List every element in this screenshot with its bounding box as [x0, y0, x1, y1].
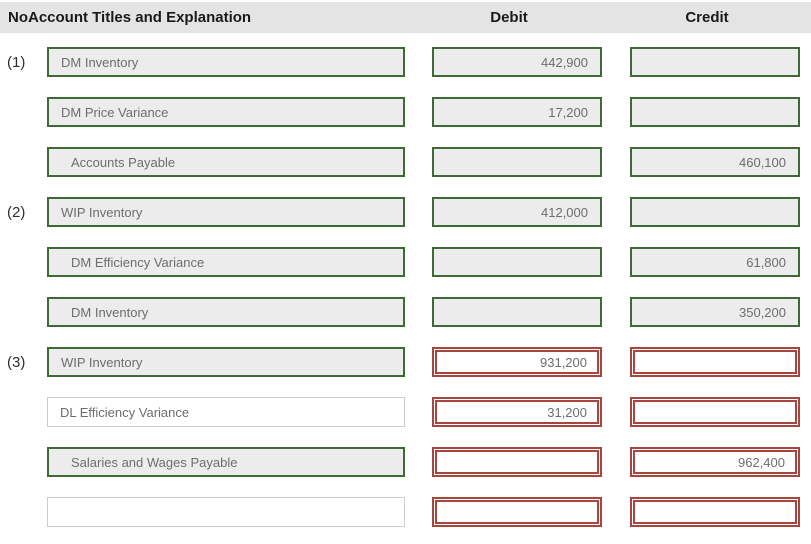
- account-title-field[interactable]: [47, 497, 405, 527]
- journal-entries: (1) DM Inventory 442,900 DM Price Varian…: [0, 33, 811, 527]
- credit-field[interactable]: 350,200: [630, 297, 800, 327]
- table-header-row: No. Account Titles and Explanation Debit…: [0, 2, 811, 33]
- journal-row: (2) WIP Inventory 412,000: [0, 197, 811, 227]
- account-title-field[interactable]: DM Price Variance: [47, 97, 405, 127]
- debit-field[interactable]: 31,200: [432, 397, 602, 427]
- account-title-field[interactable]: Salaries and Wages Payable: [47, 447, 405, 477]
- account-title-field[interactable]: Accounts Payable: [47, 147, 405, 177]
- debit-field[interactable]: [432, 147, 602, 177]
- header-credit: Credit: [685, 9, 729, 26]
- header-account-titles: Account Titles and Explanation: [28, 9, 252, 26]
- credit-field[interactable]: 61,800: [630, 247, 800, 277]
- credit-field[interactable]: 962,400: [630, 447, 800, 477]
- account-title-field[interactable]: WIP Inventory: [47, 347, 405, 377]
- account-title-field[interactable]: DM Inventory: [47, 47, 405, 77]
- debit-field[interactable]: 442,900: [432, 47, 602, 77]
- header-debit: Debit: [490, 9, 528, 26]
- row-number: (1): [7, 53, 26, 71]
- journal-row: DM Price Variance 17,200: [0, 97, 811, 127]
- debit-field[interactable]: [432, 247, 602, 277]
- credit-field[interactable]: [630, 97, 800, 127]
- debit-field[interactable]: [432, 497, 602, 527]
- credit-field[interactable]: [630, 397, 800, 427]
- account-title-field[interactable]: DM Inventory: [47, 297, 405, 327]
- journal-row: [0, 497, 811, 527]
- debit-field[interactable]: 931,200: [432, 347, 602, 377]
- journal-row: Salaries and Wages Payable 962,400: [0, 447, 811, 477]
- journal-row: Accounts Payable 460,100: [0, 147, 811, 177]
- debit-field[interactable]: [432, 447, 602, 477]
- credit-field[interactable]: [630, 347, 800, 377]
- row-number: (3): [7, 353, 26, 371]
- account-title-field[interactable]: DM Efficiency Variance: [47, 247, 405, 277]
- debit-field[interactable]: 412,000: [432, 197, 602, 227]
- credit-field[interactable]: [630, 197, 800, 227]
- account-title-field[interactable]: WIP Inventory: [47, 197, 405, 227]
- credit-field[interactable]: [630, 47, 800, 77]
- credit-field[interactable]: [630, 497, 800, 527]
- account-title-field[interactable]: DL Efficiency Variance: [47, 397, 405, 427]
- row-number: (2): [7, 203, 26, 221]
- debit-field[interactable]: 17,200: [432, 97, 602, 127]
- journal-row: DM Inventory 350,200: [0, 297, 811, 327]
- journal-row: DM Efficiency Variance 61,800: [0, 247, 811, 277]
- journal-row: (1) DM Inventory 442,900: [0, 47, 811, 77]
- credit-field[interactable]: 460,100: [630, 147, 800, 177]
- header-no: No.: [8, 9, 33, 26]
- debit-field[interactable]: [432, 297, 602, 327]
- journal-row: DL Efficiency Variance 31,200: [0, 397, 811, 427]
- journal-row: (3) WIP Inventory 931,200: [0, 347, 811, 377]
